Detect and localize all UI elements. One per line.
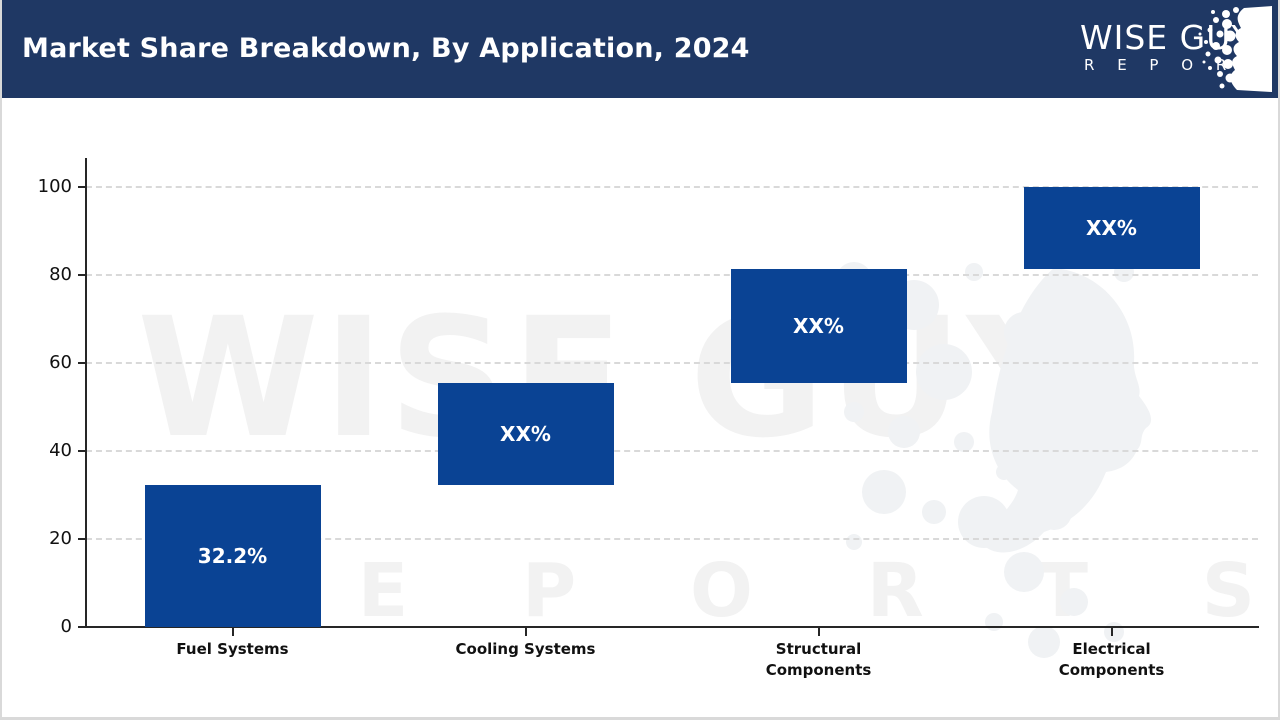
y-tick-mark-20 xyxy=(78,538,86,540)
y-axis-line xyxy=(85,158,87,628)
bar-electrical-components: XX% xyxy=(1023,187,1200,270)
y-tick-label-80: 80 xyxy=(49,264,72,285)
x-tick-mark-2 xyxy=(524,628,527,636)
bar-value-label: XX% xyxy=(500,422,551,447)
bar-value-label: XX% xyxy=(1086,216,1137,241)
bar-fuel-systems: 32.2% xyxy=(144,485,321,627)
y-tick-label-60: 60 xyxy=(49,352,72,373)
x-tick-mark-4 xyxy=(1110,628,1113,636)
header-bar: Market Share Breakdown, By Application, … xyxy=(2,0,1278,98)
gridline-40 xyxy=(86,450,1258,452)
gridline-100 xyxy=(86,186,1258,188)
y-tick-label-100: 100 xyxy=(37,176,72,197)
gridline-80 xyxy=(86,274,1258,276)
category-label-2: Cooling Systems xyxy=(455,640,596,658)
y-tick-mark-80 xyxy=(78,274,86,276)
y-tick-mark-40 xyxy=(78,450,86,452)
y-tick-mark-0 xyxy=(78,626,86,628)
wise-guy-reports-logo: WISE GUY R E P O R T S xyxy=(1022,4,1278,94)
dotted-head-icon xyxy=(1198,6,1272,92)
bar-cooling-systems: XX% xyxy=(437,383,614,486)
bar-value-label: XX% xyxy=(793,314,844,339)
gridline-60 xyxy=(86,362,1258,364)
y-tick-mark-100 xyxy=(78,186,86,188)
bar-value-label: 32.2% xyxy=(197,544,268,569)
y-tick-label-20: 20 xyxy=(49,528,72,549)
y-tick-label-40: 40 xyxy=(49,440,72,461)
chart-title: Market Share Breakdown, By Application, … xyxy=(22,33,750,64)
x-tick-mark-3 xyxy=(817,628,820,636)
category-label-1: Fuel Systems xyxy=(176,640,289,658)
x-axis-line xyxy=(85,626,1259,628)
x-tick-mark-1 xyxy=(231,628,234,636)
y-tick-label-0: 0 xyxy=(60,616,72,637)
category-label-4: Electrical Components xyxy=(1058,640,1165,679)
category-label-3: Structural Components xyxy=(765,640,872,679)
y-tick-mark-60 xyxy=(78,362,86,364)
gridline-20 xyxy=(86,538,1258,540)
bar-structural-components: XX% xyxy=(730,269,907,384)
